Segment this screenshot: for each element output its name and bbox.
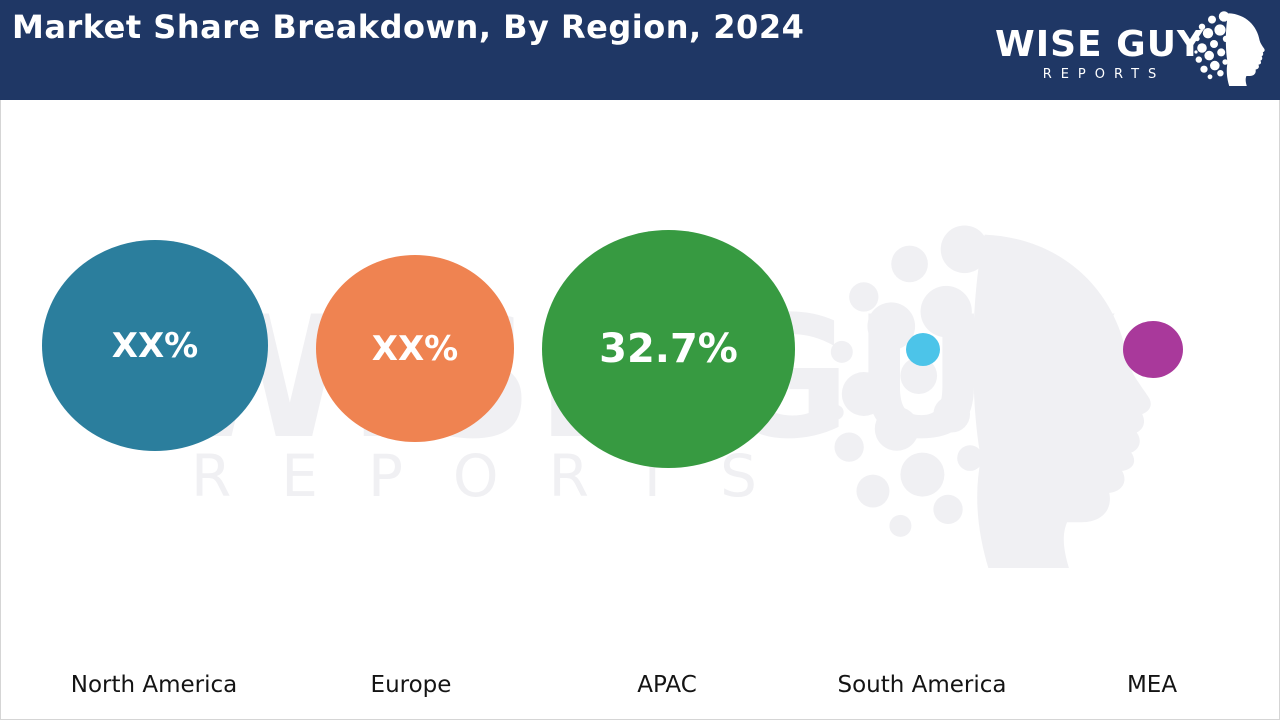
region-label-apac: APAC <box>637 672 697 698</box>
region-label-south-america: South America <box>837 672 1007 698</box>
logo-wordmark-line1: WISE GUY <box>994 24 1204 65</box>
dotted-head-profile-icon <box>1190 4 1270 92</box>
bubble-value-label: 32.7% <box>599 326 738 372</box>
brand-logo: WISE GUY REPORTS <box>995 4 1270 92</box>
bubble-europe: XX% <box>316 255 514 442</box>
region-label-europe: Europe <box>370 672 452 698</box>
header: Market Share Breakdown, By Region, 2024 … <box>0 0 1280 100</box>
chart-area: WISE GUY REPORTS XX% XX% 32.7% North Ame… <box>0 100 1280 720</box>
bubble-value-label: XX% <box>371 328 459 369</box>
region-label-mea: MEA <box>1126 672 1178 698</box>
page-title: Market Share Breakdown, By Region, 2024 <box>12 8 805 46</box>
bubble-south-america <box>906 333 940 366</box>
region-label-north-america: North America <box>70 672 238 698</box>
bubble-north-america: XX% <box>42 240 268 451</box>
logo-wordmark: WISE GUY REPORTS <box>995 26 1204 82</box>
bubble-apac: 32.7% <box>542 230 795 468</box>
logo-wordmark-line2: REPORTS <box>1042 66 1166 82</box>
bubble-mea <box>1123 321 1183 378</box>
watermark-head-icon <box>806 220 1178 568</box>
bubble-value-label: XX% <box>111 325 199 366</box>
